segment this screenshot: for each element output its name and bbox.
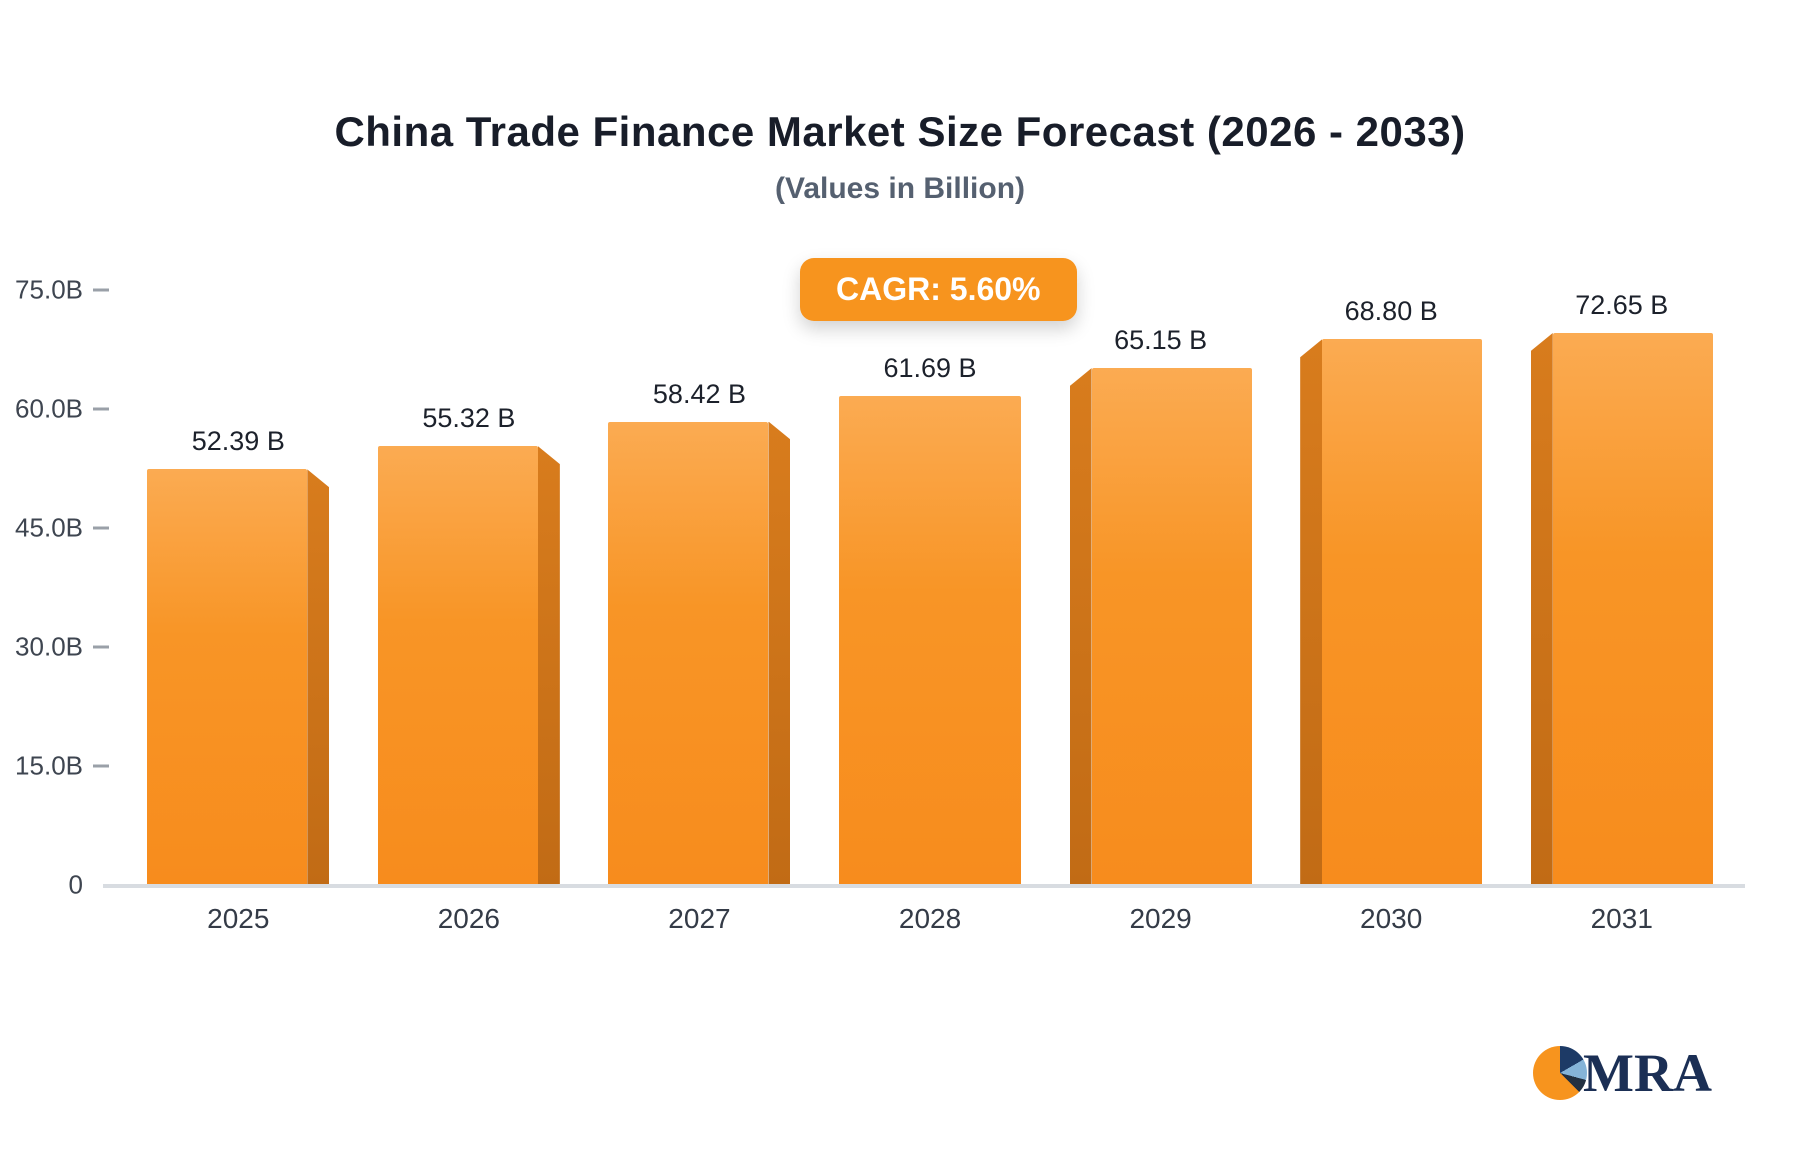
bar-slot: 68.80 B bbox=[1276, 290, 1507, 885]
y-tick-label: 60.0B bbox=[15, 393, 83, 424]
y-tick: 75.0B bbox=[15, 275, 109, 306]
bar-value-label: 65.15 B bbox=[1114, 325, 1208, 356]
chart-subtitle: (Values in Billion) bbox=[774, 172, 1026, 205]
bar-slot: 72.65 B bbox=[1506, 290, 1737, 885]
bar bbox=[839, 395, 1022, 885]
bar-side-face bbox=[307, 469, 330, 885]
bar bbox=[1300, 339, 1483, 885]
bar-front-face bbox=[1552, 333, 1713, 885]
y-tick-label: 75.0B bbox=[15, 274, 83, 305]
bar-slot: 65.15 B bbox=[1045, 290, 1276, 885]
bar-chart: 0 15.0B 30.0B 45.0B 60.0B 75.0B 52.39 B 55.32 … bbox=[15, 275, 1745, 900]
bar-slot: 55.32 B bbox=[354, 290, 585, 885]
bar-value-label: 61.69 B bbox=[883, 352, 977, 383]
bar bbox=[377, 446, 560, 885]
bar bbox=[608, 421, 791, 885]
bar-side-face bbox=[1069, 368, 1092, 885]
y-tick-mark bbox=[93, 288, 109, 292]
y-tick-label: 45.0B bbox=[15, 512, 83, 543]
y-tick-mark bbox=[93, 645, 109, 649]
x-axis-label: 2030 bbox=[1360, 903, 1423, 934]
brand-logo-text: MRA bbox=[1583, 1043, 1712, 1103]
y-tick: 0 bbox=[69, 870, 109, 901]
x-axis: 2025 2026 2027 2028 2029 2030 2031 bbox=[115, 903, 1745, 935]
bar-slot: 58.42 B bbox=[584, 290, 815, 885]
x-axis-label: 2026 bbox=[437, 903, 501, 934]
bar-side-face bbox=[537, 446, 560, 885]
bar-side-face bbox=[1530, 333, 1553, 885]
bar-value-label: 58.42 B bbox=[652, 378, 746, 409]
y-tick-mark bbox=[93, 407, 109, 411]
bar-side-face bbox=[768, 421, 791, 885]
bar-front-face bbox=[147, 469, 308, 885]
brand-logo: MRA bbox=[1533, 1042, 1712, 1104]
bar-slot: 61.69 B bbox=[815, 290, 1046, 885]
bar-value-label: 68.80 B bbox=[1344, 296, 1438, 327]
x-axis-label: 2027 bbox=[668, 903, 731, 934]
bar bbox=[1530, 333, 1713, 885]
bar bbox=[147, 469, 330, 885]
bar-side-face bbox=[1300, 339, 1323, 885]
bar-value-label: 52.39 B bbox=[191, 426, 285, 457]
bar-slot: 52.39 B bbox=[123, 290, 354, 885]
y-tick: 45.0B bbox=[15, 513, 109, 544]
bars-row: 52.39 B 55.32 B 58.42 B 61.69 B 65.15 B 68.80… bbox=[115, 290, 1745, 885]
y-tick: 15.0B bbox=[15, 751, 109, 782]
bar-front-face bbox=[839, 395, 1022, 885]
y-tick-label: 15.0B bbox=[15, 750, 83, 781]
bar-front-face bbox=[1091, 368, 1252, 885]
bar-front-face bbox=[608, 421, 769, 885]
x-axis-label: 2031 bbox=[1590, 903, 1653, 934]
x-axis-label: 2025 bbox=[207, 903, 270, 934]
bar-front-face bbox=[1322, 339, 1483, 885]
y-tick-label: 0 bbox=[68, 869, 83, 900]
y-tick: 60.0B bbox=[15, 394, 109, 425]
x-axis-label: 2028 bbox=[898, 903, 962, 934]
y-tick-label: 30.0B bbox=[15, 631, 83, 662]
bar-value-label: 72.65 B bbox=[1575, 290, 1669, 320]
y-tick: 30.0B bbox=[15, 632, 109, 663]
y-tick-mark bbox=[93, 764, 109, 768]
bar bbox=[1069, 368, 1252, 885]
chart-title: China Trade Finance Market Size Forecast… bbox=[334, 108, 1466, 155]
cagr-badge: CAGR: 5.60% bbox=[800, 258, 1077, 321]
y-axis: 0 15.0B 30.0B 45.0B 60.0B 75.0B bbox=[15, 275, 115, 900]
bar-value-label: 55.32 B bbox=[422, 403, 516, 434]
bar-front-face bbox=[377, 446, 538, 885]
pie-logo-icon bbox=[1533, 1046, 1588, 1100]
x-axis-line bbox=[103, 884, 1745, 888]
y-tick-mark bbox=[93, 526, 109, 530]
x-axis-label: 2029 bbox=[1129, 903, 1192, 934]
